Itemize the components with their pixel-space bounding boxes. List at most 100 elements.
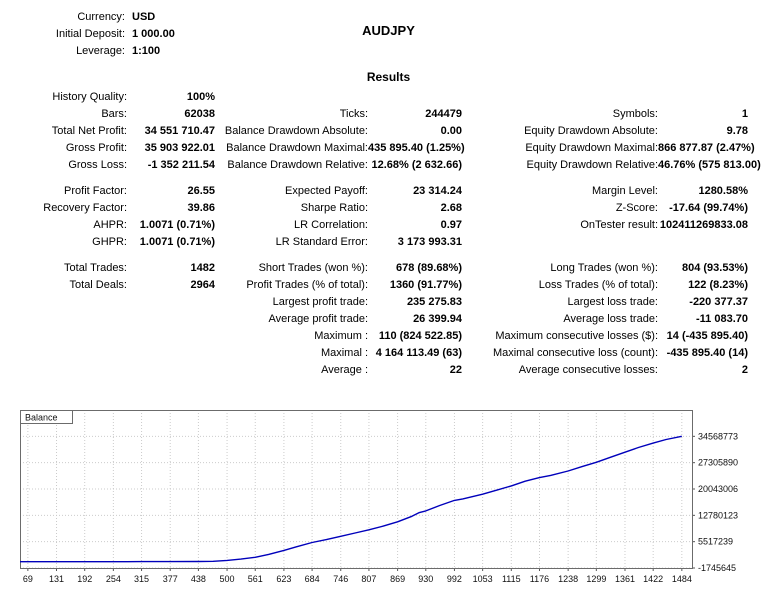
stat-label: Equity Drawdown Maximal: — [525, 142, 658, 154]
results-table: History Quality: 100% Bars: 62038 Ticks: 2444… — [20, 89, 761, 388]
stat-label: LR Correlation: — [294, 219, 368, 231]
stat-label: Bars: — [101, 108, 127, 120]
stat-value: 34 551 710.47 — [144, 125, 215, 137]
stat-value — [127, 328, 215, 345]
x-tick-label: 869 — [390, 574, 405, 584]
stat-label: Expected Payoff: — [285, 185, 368, 197]
stat-label: Short Trades (won %): — [258, 262, 368, 274]
stat-value: 4 164 113.49 (63) — [375, 347, 462, 359]
balance-chart-svg: 69 131 192 254 315 377 438 500 561 623 684 746 807 86… — [20, 410, 738, 584]
stat-label — [20, 311, 127, 328]
stats-group: Profit Factor: 26.55 Expected Payoff: 23 31… — [20, 183, 748, 251]
stat-value — [127, 294, 215, 311]
stat-value: 1.0071 (0.71%) — [139, 236, 215, 248]
stat-label: Largest profit trade: — [272, 296, 368, 308]
stats-row: Maximum : 110 (824 522.85) Maximum consecu… — [20, 328, 748, 345]
stat-label: Profit Factor: — [64, 185, 127, 197]
x-tick-label: 500 — [220, 574, 235, 584]
stat-value: 26.55 — [187, 185, 215, 197]
stats-row: Bars: 62038 Ticks: 244479 Symbols: 1 — [20, 106, 748, 123]
stats-row: Average : 22 Average consecutive losses: 2 — [20, 362, 748, 379]
stat-value — [127, 345, 215, 362]
stat-value: 122 (8.23%) — [688, 279, 748, 291]
balance-chart: 69 131 192 254 315 377 438 500 561 623 684 746 807 86… — [20, 410, 765, 595]
x-tick-label: 192 — [77, 574, 92, 584]
stats-row: Largest profit trade: 235 275.83 Largest l… — [20, 294, 748, 311]
x-tick-label: 438 — [191, 574, 206, 584]
stat-label: Maximal : — [320, 347, 368, 359]
stat-label: Gross Profit: — [65, 142, 127, 154]
stats-row: Total Net Profit: 34 551 710.47 Balance Dr… — [20, 123, 748, 140]
symbol-title: AUDJPY — [362, 23, 415, 38]
stat-label — [20, 328, 127, 345]
stat-value: 3 173 993.31 — [397, 236, 462, 248]
x-tick-label: 684 — [305, 574, 320, 584]
stat-label: Sharpe Ratio: — [300, 202, 368, 214]
stats-row: GHPR: 1.0071 (0.71%) LR Standard Error: 3 1… — [20, 234, 748, 251]
stat-label — [462, 234, 658, 251]
y-tick-label: 12780123 — [698, 510, 738, 520]
stat-label: Long Trades (won %): — [550, 262, 658, 274]
stats-row: Profit Factor: 26.55 Expected Payoff: 23 31… — [20, 183, 748, 200]
stat-value: 39.86 — [187, 202, 215, 214]
stat-value: 1360 (91.77%) — [389, 279, 462, 291]
x-tick-label: 1484 — [672, 574, 692, 584]
currency-label: Currency: — [77, 11, 125, 23]
x-tick-label: 807 — [361, 574, 376, 584]
x-tick-label: 1053 — [473, 574, 493, 584]
stat-value: 26 399.94 — [413, 313, 462, 325]
stat-label: Average loss trade: — [563, 313, 658, 325]
stat-value: -1 352 211.54 — [147, 159, 215, 171]
stat-label: Maximal consecutive loss (count): — [492, 347, 658, 359]
stat-value: 435 895.40 (1.25%) — [368, 142, 465, 154]
x-tick-label: 315 — [134, 574, 149, 584]
initial-deposit-row: Initial Deposit: 1 000.00 — [20, 26, 175, 43]
stat-value: 235 275.83 — [406, 296, 462, 308]
stat-label — [20, 362, 127, 379]
x-tick-label: 1176 — [530, 574, 549, 584]
stat-value: 1 — [741, 108, 748, 120]
stat-label: LR Standard Error: — [275, 236, 368, 248]
stat-label: Loss Trades (% of total): — [538, 279, 658, 291]
stat-value — [127, 311, 215, 328]
stat-value: 14 (-435 895.40) — [666, 330, 748, 342]
stat-label: History Quality: — [52, 91, 127, 103]
stat-value — [368, 89, 462, 106]
stat-value: 46.76% (575 813.00) — [658, 159, 761, 171]
stat-value: 2.68 — [440, 202, 462, 214]
stat-value: 12.68% (2 632.66) — [371, 159, 462, 171]
y-tick-label: 20043006 — [698, 484, 738, 494]
stat-value: 0.97 — [440, 219, 462, 231]
x-tick-label: 1361 — [615, 574, 635, 584]
account-info: Currency: USD Initial Deposit: 1 000.00 … — [20, 9, 175, 60]
y-tick-label: 34568773 — [698, 431, 738, 441]
stat-label: Z-Score: — [615, 202, 658, 214]
stat-label: OnTester result: — [580, 219, 658, 231]
stats-row: Gross Loss: -1 352 211.54 Balance Drawdown… — [20, 157, 761, 174]
x-tick-label: 131 — [49, 574, 64, 584]
stat-label: Recovery Factor: — [43, 202, 127, 214]
stat-value: 678 (89.68%) — [395, 262, 462, 274]
x-tick-label: 746 — [333, 574, 348, 584]
currency-row: Currency: USD — [20, 9, 175, 26]
x-tick-label: 930 — [418, 574, 433, 584]
stat-value: 102411269833.08 — [659, 219, 748, 231]
stats-row: Total Deals: 2964 Profit Trades (% of tota… — [20, 277, 748, 294]
balance-line — [20, 435, 682, 563]
stat-value — [127, 362, 215, 379]
stat-value: 1.0071 (0.71%) — [139, 219, 215, 231]
y-tick-label: -1745645 — [698, 563, 736, 573]
stat-value: -17.64 (99.74%) — [669, 202, 748, 214]
stats-group: History Quality: 100% Bars: 62038 Ticks: 2444… — [20, 89, 761, 174]
initial-deposit-value: 1 000.00 — [132, 28, 175, 40]
stat-label — [462, 89, 658, 106]
stat-label: Total Net Profit: — [51, 125, 127, 137]
stat-label: Ticks: — [339, 108, 368, 120]
stats-row: Recovery Factor: 39.86 Sharpe Ratio: 2.68 Z-… — [20, 200, 748, 217]
stat-value: 0.00 — [440, 125, 462, 137]
x-tick-label: 69 — [23, 574, 33, 584]
stat-label: Profit Trades (% of total): — [246, 279, 368, 291]
stat-label: GHPR: — [92, 236, 127, 248]
stat-label: Average : — [321, 364, 368, 376]
stat-label — [20, 294, 127, 311]
